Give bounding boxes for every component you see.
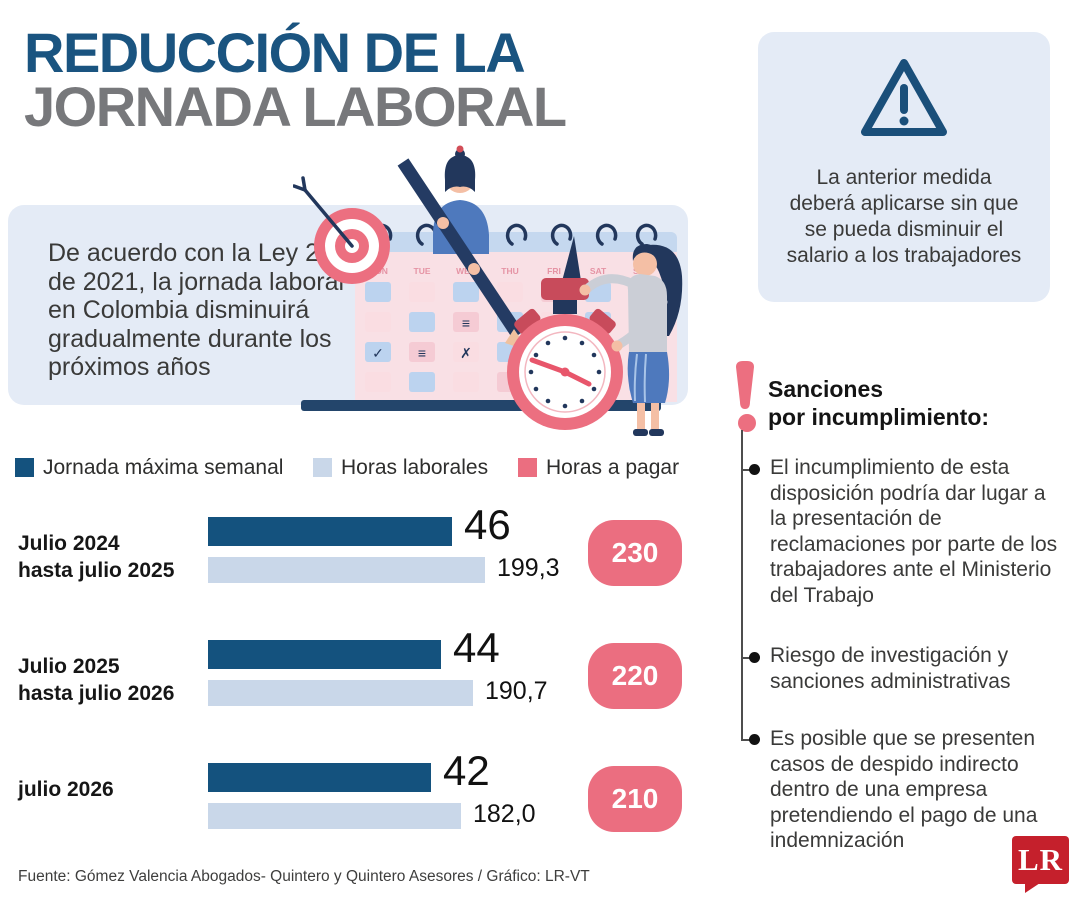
lr-logo-text: LR <box>1017 842 1064 877</box>
pencil-icon <box>397 158 524 339</box>
clock-markers <box>528 335 602 409</box>
standing-woman <box>579 244 683 436</box>
legend-item-horas-pagar: Horas a pagar <box>518 456 680 479</box>
chart-row-2024-2025: Julio 2024 hasta julio 2025 46 199,3 230 <box>0 503 700 630</box>
svg-text:WED: WED <box>456 266 476 276</box>
period-label: Julio 2025 hasta julio 2026 <box>18 655 175 705</box>
legend-swatch-dark-blue <box>15 458 34 477</box>
page-title: REDUCCIÓN DE LA JORNADA LABORAL <box>24 21 567 138</box>
labor-hours-bar <box>208 680 473 706</box>
svg-text:✓: ✓ <box>372 345 384 361</box>
warning-text: La anterior medida deberá aplicarse sin … <box>786 166 1022 267</box>
legend-item-horas-laborales: Horas laborales <box>313 456 489 479</box>
bullet-dot <box>749 652 760 663</box>
chart-row-2025-2026: Julio 2025 hasta julio 2026 44 190,7 220 <box>0 626 700 753</box>
pay-hours-badge: 210 <box>588 766 682 832</box>
exclamation-icon <box>736 361 756 432</box>
period-label: Julio 2024 hasta julio 2025 <box>18 532 175 582</box>
svg-text:≡: ≡ <box>418 345 426 361</box>
bullet-tick <box>741 657 753 659</box>
sanctions-connector-line <box>741 430 743 741</box>
svg-text:SAT: SAT <box>590 266 607 276</box>
legend-item-jornada: Jornada máxima semanal <box>15 456 284 479</box>
warning-triangle-icon <box>861 59 947 136</box>
lr-logo: LR <box>1012 836 1069 893</box>
legend-swatch-pink <box>518 458 537 477</box>
sanction-item: Riesgo de investigación y sanciones admi… <box>770 644 1011 693</box>
legend-label: Jornada máxima semanal <box>43 456 284 479</box>
labor-hours-bar <box>208 803 461 829</box>
stopwatch-icon <box>507 278 623 430</box>
bullet-dot <box>749 734 760 745</box>
bullet-tick <box>741 469 753 471</box>
labor-hours-bar <box>208 557 485 583</box>
pay-hours-badge: 220 <box>588 643 682 709</box>
pay-hours-badge: 230 <box>588 520 682 586</box>
svg-text:TUE: TUE <box>414 266 431 276</box>
svg-text:THU: THU <box>501 266 518 276</box>
legend-swatch-light-blue <box>313 458 332 477</box>
sanction-item: Es posible que se presenten casos de des… <box>770 727 1038 852</box>
chart-legend: Jornada máxima semanal Horas laborales H… <box>0 456 700 482</box>
arrow <box>293 176 354 248</box>
labor-hours-value: 182,0 <box>473 800 536 828</box>
max-week-bar <box>208 763 431 792</box>
svg-text:✗: ✗ <box>460 345 472 361</box>
max-week-bar <box>208 640 441 669</box>
chart-row-2026: julio 2026 42 182,0 210 <box>0 749 700 876</box>
title-line-1: REDUCCIÓN DE LA <box>24 21 526 84</box>
warning-box: La anterior medida deberá aplicarse sin … <box>758 32 1050 302</box>
svg-text:≡: ≡ <box>462 315 470 331</box>
sanctions-heading: Sanciones por incumplimiento: <box>768 376 990 430</box>
legend-label: Horas laborales <box>341 456 489 479</box>
max-week-value: 46 <box>464 501 511 548</box>
labor-hours-value: 199,3 <box>497 554 560 582</box>
period-label: julio 2026 <box>18 778 114 801</box>
svg-text:FRI: FRI <box>547 266 561 276</box>
max-week-bar <box>208 517 452 546</box>
intro-text: De acuerdo con la Ley 2101 de 2021, la j… <box>48 239 361 381</box>
labor-hours-value: 190,7 <box>485 677 548 705</box>
bullet-dot <box>749 464 760 475</box>
lr-logo-tail <box>1025 883 1040 893</box>
legend-label: Horas a pagar <box>546 456 680 479</box>
max-week-value: 44 <box>453 624 500 671</box>
sanction-item: El incumplimiento de esta disposición po… <box>770 456 1058 607</box>
bullet-tick <box>741 739 753 741</box>
source-credit: Fuente: Gómez Valencia Abogados- Quinter… <box>18 868 590 885</box>
target-icon <box>293 176 390 284</box>
title-line-2: JORNADA LABORAL <box>24 75 567 138</box>
max-week-value: 42 <box>443 747 490 794</box>
illustration: MON TUE WED THU FRI SAT SUN ✓ ≡ ✗ ✓ ≡ <box>293 145 683 436</box>
